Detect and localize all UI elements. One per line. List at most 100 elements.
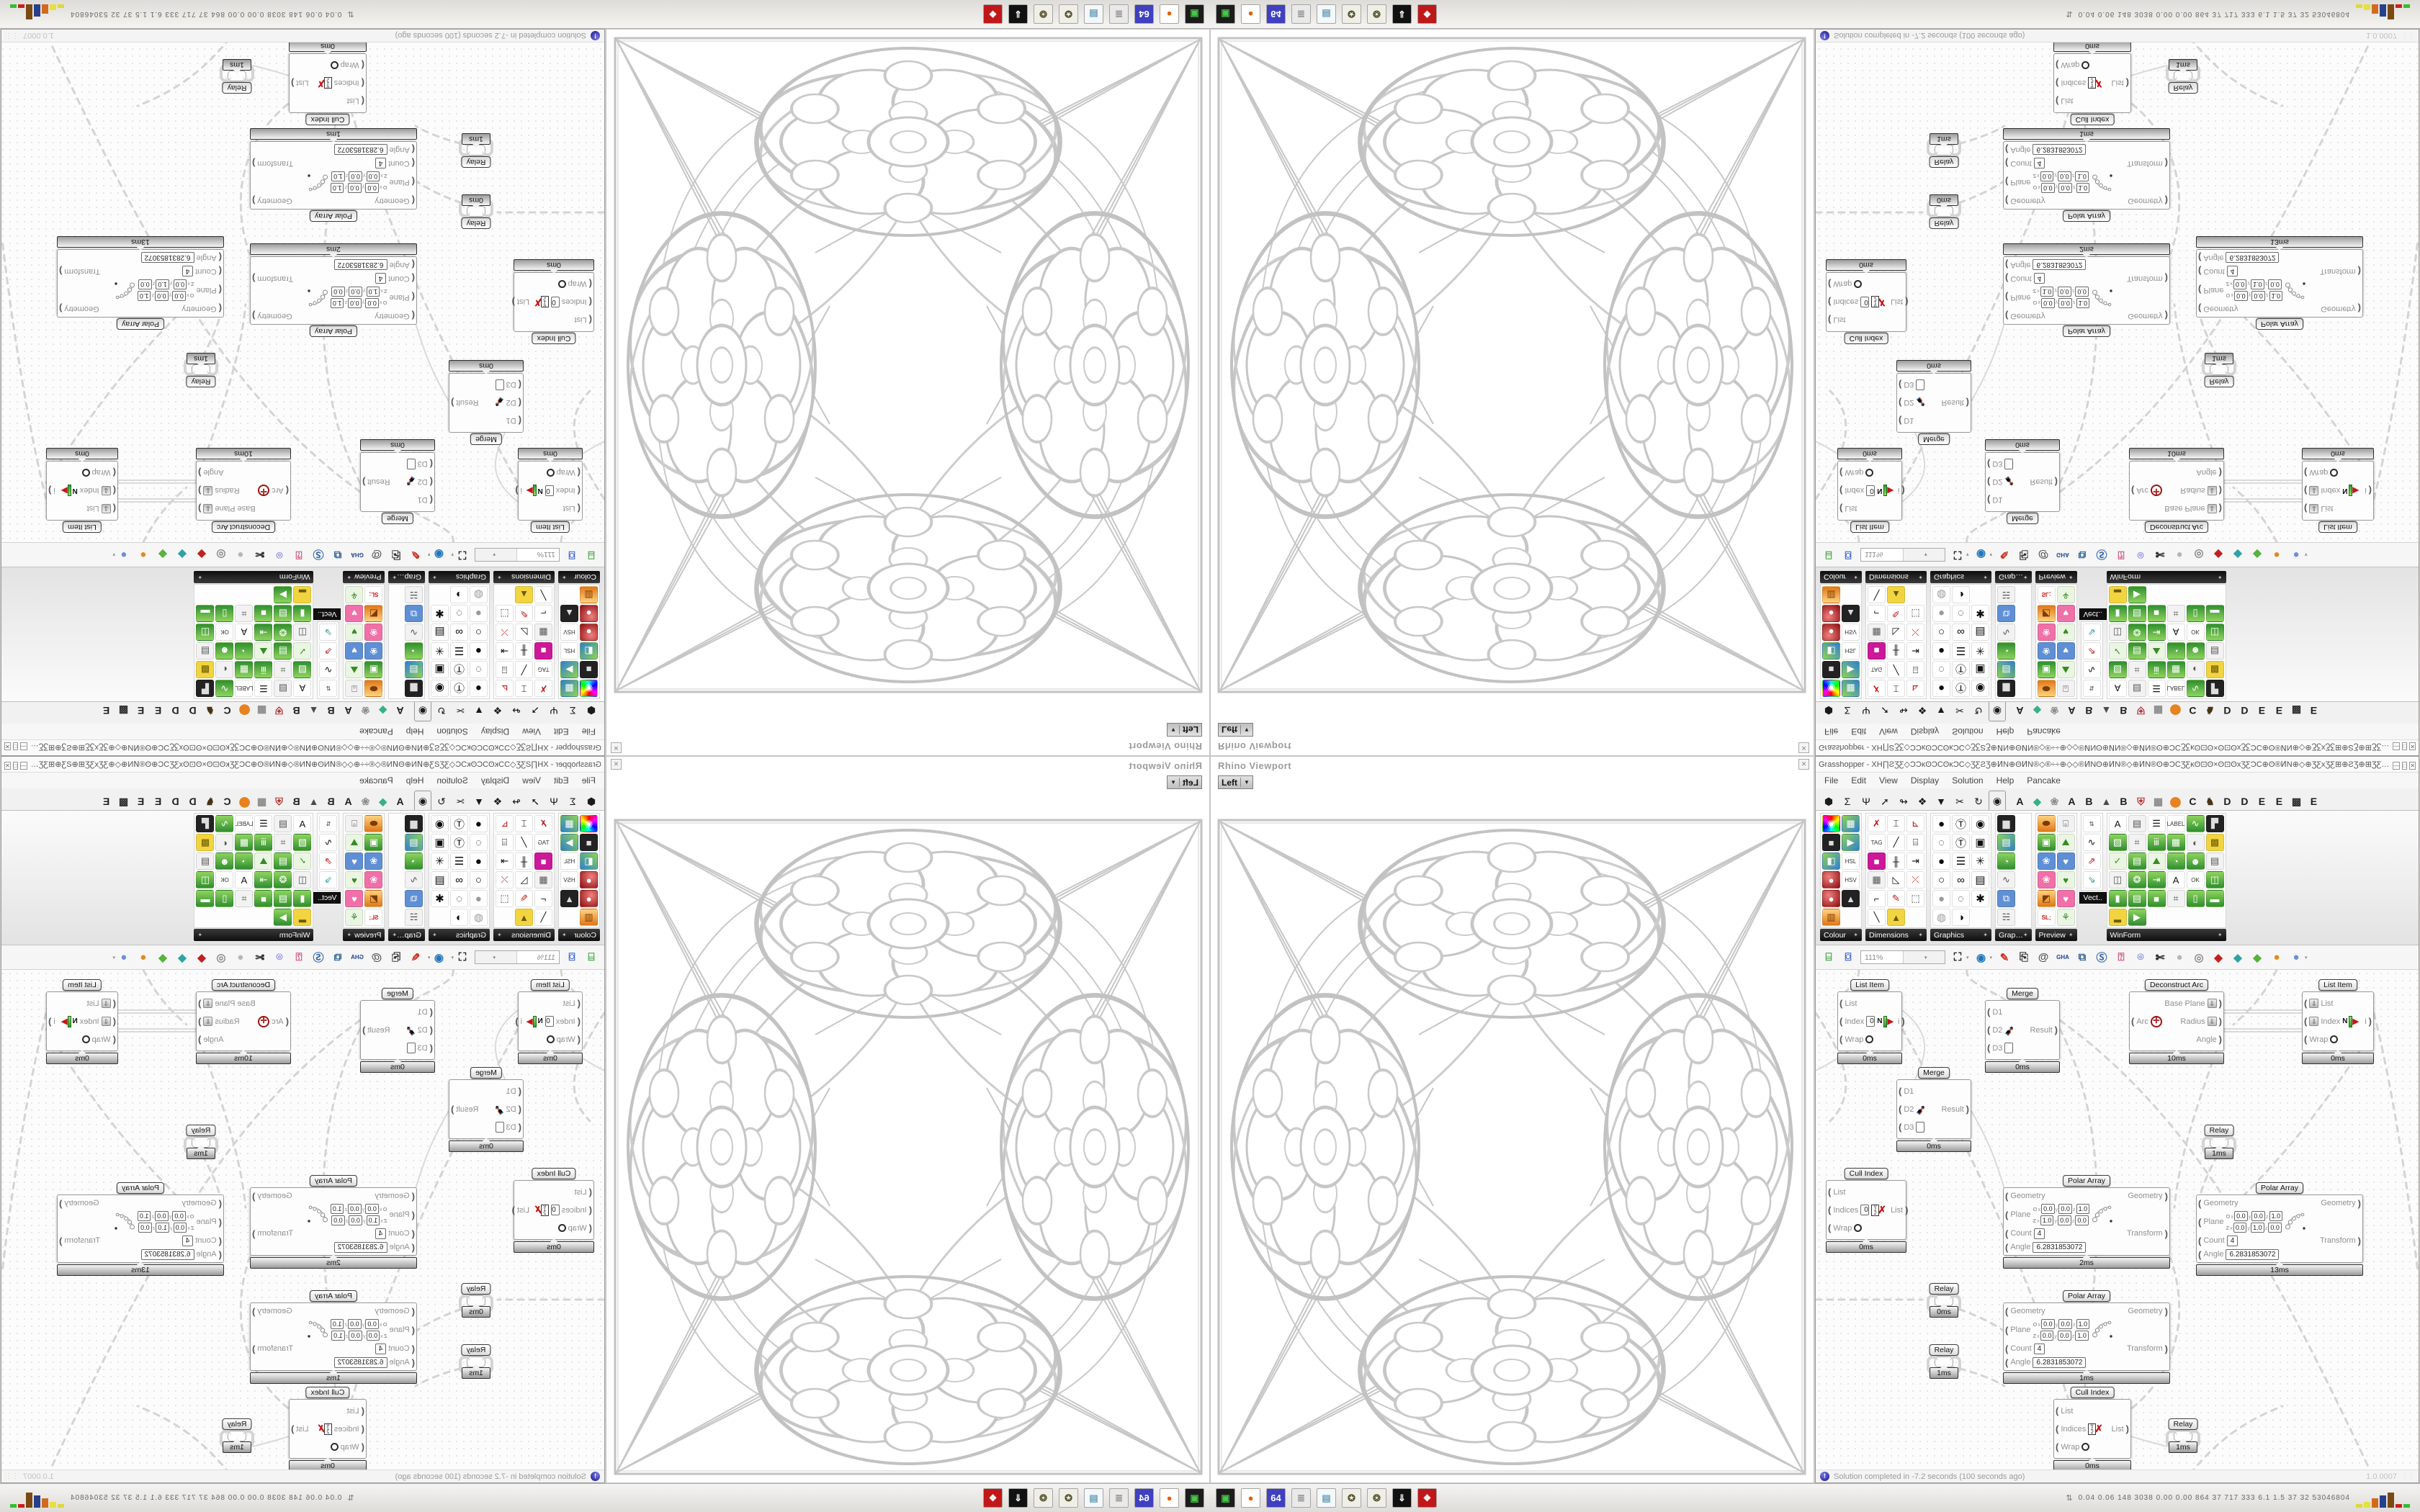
node-relay[interactable]: Relay 1ms xyxy=(186,353,216,387)
maximize-button[interactable]: □ xyxy=(12,742,18,751)
card-red-icon[interactable]: ❖ xyxy=(1417,4,1437,24)
idea-bulbs-icon[interactable]: ⌾ xyxy=(276,951,283,963)
gem-green-icon[interactable]: ◆ xyxy=(2253,548,2262,561)
component-icon[interactable]: ▦ xyxy=(1868,624,1886,641)
component-icon[interactable]: ▛ xyxy=(2205,815,2224,832)
component-icon[interactable]: ▤ xyxy=(274,815,292,832)
component-icon[interactable]: ⌶ xyxy=(515,815,533,832)
tab-addon-17[interactable]: E xyxy=(102,796,110,807)
component-icon[interactable]: ▦ xyxy=(235,661,254,678)
component-icon[interactable]: ▣ xyxy=(431,834,449,851)
coin-wreath-1-icon[interactable]: ✪ xyxy=(1342,1488,1361,1508)
component-icon[interactable]: ⇗ xyxy=(2082,642,2101,660)
tab-addon-13[interactable]: D xyxy=(2241,796,2249,807)
component-icon[interactable]: TAG xyxy=(1868,834,1886,851)
node-relay[interactable]: Relay 1ms xyxy=(1929,133,1959,168)
component-icon[interactable]: ● xyxy=(1932,605,1950,622)
component-icon[interactable]: ◐ xyxy=(215,834,234,851)
gem-green-icon[interactable]: ◆ xyxy=(158,548,167,561)
component-icon[interactable]: ⌐ xyxy=(534,605,552,622)
capture-view-icon[interactable]: ⧉ xyxy=(2078,951,2087,963)
component-icon[interactable]: ♥ xyxy=(2056,624,2075,641)
palette-group-label[interactable]: Grap… ✦ xyxy=(1995,571,2032,583)
palette-group-label[interactable]: Dimensions ✦ xyxy=(493,571,555,583)
component-icon[interactable]: ⧉ xyxy=(405,890,423,907)
component-icon[interactable]: ⌗ xyxy=(235,890,254,907)
component-icon[interactable]: ● xyxy=(470,680,488,697)
component-icon[interactable]: ● xyxy=(470,852,488,870)
tab-addon-6[interactable]: B xyxy=(2120,705,2128,716)
dropdown-arrow-icon[interactable]: ▾ xyxy=(451,955,454,960)
component-icon[interactable]: ▩ xyxy=(196,834,215,851)
component-icon[interactable]: ● xyxy=(1932,890,1950,907)
node-polar-array[interactable]: Polar Array(Geometry Geometry)(Plane O x 0… xyxy=(57,236,224,330)
palette-group-label[interactable]: Colour ✦ xyxy=(1820,571,1862,583)
menu-view[interactable]: View xyxy=(522,726,541,737)
component-icon[interactable]: Ⓣ xyxy=(1952,834,1970,851)
node-relay[interactable]: Relay 0ms xyxy=(1929,194,1959,229)
component-icon[interactable]: ☵ xyxy=(405,586,423,603)
notepad-icon[interactable]: ▤ xyxy=(1084,4,1103,24)
node-relay[interactable]: Relay 1ms xyxy=(2168,59,2198,94)
component-icon[interactable]: ▲ xyxy=(515,586,533,603)
component-icon[interactable]: ▶ xyxy=(1842,661,1860,678)
tab-addon-1[interactable]: ◆ xyxy=(379,705,387,717)
component-icon[interactable]: ✎ xyxy=(515,890,533,907)
component-icon[interactable]: ♥ xyxy=(2056,605,2075,622)
component-icon[interactable]: ▦ xyxy=(534,871,552,888)
component-icon[interactable]: ◫ xyxy=(293,871,312,888)
gh-canvas[interactable]: List Item(List(Index 0 N ▶ i)(Wrap 0ms Merge(D… xyxy=(1816,42,2419,542)
node-relay[interactable]: Relay 1ms xyxy=(222,59,252,94)
tab-addon-0[interactable]: A xyxy=(396,796,404,807)
palette-group-label[interactable]: WinForm ✦ xyxy=(194,571,314,583)
ribbon-x-icon[interactable]: ✄ xyxy=(255,548,265,561)
component-icon[interactable]: ☰ xyxy=(1952,642,1970,660)
scroll-document-icon[interactable]: ≣ xyxy=(1291,4,1311,24)
component-icon[interactable]: ⬚ xyxy=(1906,605,1924,622)
component-icon[interactable]: ▲ xyxy=(515,909,533,926)
component-icon[interactable]: ⌗ xyxy=(274,661,292,678)
component-icon[interactable]: ⅲ xyxy=(2147,661,2166,678)
node-polar-array[interactable]: Polar Array(Geometry Geometry)(Plane O x 0… xyxy=(250,1290,417,1384)
component-icon[interactable]: ▥ xyxy=(1822,909,1840,926)
zoom-extents-icon[interactable]: ⛶ xyxy=(458,951,467,963)
tab-addon-14[interactable]: E xyxy=(2258,796,2266,807)
component-icon[interactable]: ▦ xyxy=(1868,871,1886,888)
export-quick-icon[interactable]: ⎘ xyxy=(2020,549,2029,561)
palette-group-label[interactable]: Preview ✦ xyxy=(343,571,385,583)
dropdown-arrow-icon[interactable]: ▾ xyxy=(1966,552,1969,557)
node-nameplate[interactable]: Cull Index xyxy=(532,1168,576,1179)
tab-curve[interactable]: ↬ xyxy=(512,795,521,807)
app-green-terminal-icon[interactable]: ▣ xyxy=(1216,1488,1235,1508)
component-icon[interactable]: ▲ xyxy=(560,605,578,622)
component-icon[interactable]: ▆ xyxy=(405,815,423,832)
component-icon[interactable]: ◧ xyxy=(580,852,598,870)
node-list-item[interactable]: List Item(⇩ List(⇩ Index N ▶ i)(Wrap 0ms xyxy=(46,979,118,1064)
palette-group-label[interactable]: Preview ✦ xyxy=(2035,571,2077,583)
component-icon[interactable]: ◉ xyxy=(1822,680,1840,697)
tab-addon-9[interactable]: ⬤ xyxy=(2169,795,2182,807)
node-nameplate[interactable]: Cull Index xyxy=(532,333,576,344)
node-nameplate[interactable]: Deconstruct Arc xyxy=(211,979,276,991)
node-nameplate[interactable]: Cull Index xyxy=(1844,333,1888,344)
preview-eye-icon[interactable]: ◉ xyxy=(434,951,444,964)
component-icon[interactable]: ⇘ xyxy=(319,871,338,888)
component-icon[interactable]: ● xyxy=(470,642,488,660)
component-icon[interactable]: ▬ xyxy=(196,605,215,622)
component-icon[interactable]: ☰ xyxy=(254,815,273,832)
component-icon[interactable]: ❂ xyxy=(274,871,292,888)
component-icon[interactable]: ⌗ xyxy=(2166,890,2185,907)
capture-view-icon[interactable]: ⧉ xyxy=(333,951,342,963)
component-icon[interactable]: ● xyxy=(580,871,598,888)
notepad-icon[interactable]: ▤ xyxy=(1317,1488,1336,1508)
component-icon[interactable]: ◉ xyxy=(1971,815,1989,832)
component-icon[interactable]: ✓ xyxy=(293,852,312,870)
notepad-icon[interactable]: ▤ xyxy=(1317,4,1336,24)
tab-addon-15[interactable]: E xyxy=(2275,796,2283,807)
quality-low-icon[interactable]: ● xyxy=(237,549,244,561)
open-file-icon[interactable]: ⌸ xyxy=(1825,549,1832,561)
component-icon[interactable]: ✳ xyxy=(1971,642,1989,660)
component-icon[interactable]: HSL xyxy=(560,852,578,870)
component-icon[interactable]: ▤ xyxy=(2128,680,2146,697)
fractal-geometry-canvas[interactable] xyxy=(1216,35,1810,695)
